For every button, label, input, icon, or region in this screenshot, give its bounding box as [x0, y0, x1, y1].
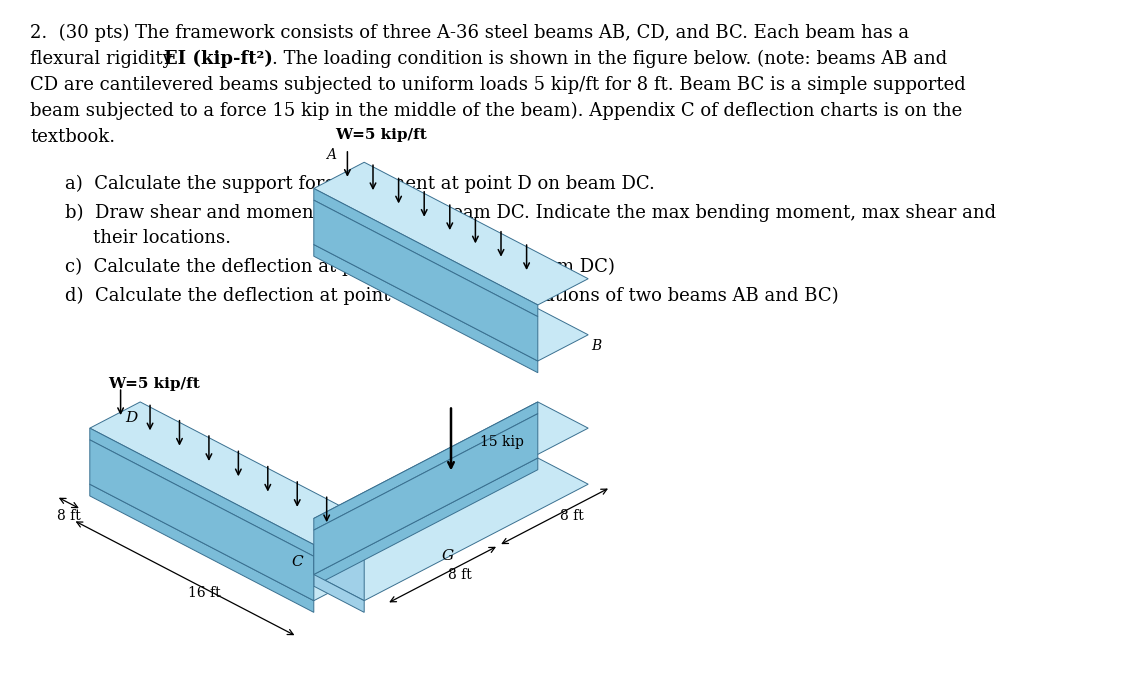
Text: D: D	[125, 411, 138, 425]
Text: W=5 kip/ft: W=5 kip/ft	[335, 128, 427, 142]
Ellipse shape	[320, 182, 352, 234]
Text: G: G	[442, 549, 455, 563]
Text: B: B	[591, 339, 602, 353]
Text: 15 kip: 15 kip	[480, 435, 525, 450]
Polygon shape	[313, 414, 537, 574]
Polygon shape	[313, 200, 537, 361]
Polygon shape	[313, 530, 364, 601]
Polygon shape	[313, 218, 588, 361]
Polygon shape	[90, 402, 364, 545]
Text: . The loading condition is shown in the figure below. (note: beams AB and: . The loading condition is shown in the …	[272, 50, 947, 68]
Polygon shape	[90, 458, 364, 601]
Text: 8 ft: 8 ft	[559, 510, 583, 523]
Text: 16 ft: 16 ft	[188, 586, 220, 601]
Polygon shape	[313, 189, 537, 317]
Text: d)  Calculate the deflection at point G. (hint: combinations of two beams AB and: d) Calculate the deflection at point G. …	[65, 286, 839, 305]
Text: 8 ft: 8 ft	[57, 509, 80, 523]
Polygon shape	[313, 458, 537, 586]
Text: flexural rigidity: flexural rigidity	[30, 50, 178, 68]
Text: C: C	[292, 555, 303, 570]
Polygon shape	[313, 574, 364, 613]
Text: CD are cantilevered beams subjected to uniform loads 5 kip/ft for 8 ft. Beam BC : CD are cantilevered beams subjected to u…	[30, 76, 965, 94]
Text: their locations.: their locations.	[93, 229, 231, 247]
Text: c)  Calculate the deflection at point C. (hint: from beam DC): c) Calculate the deflection at point C. …	[65, 258, 615, 276]
Polygon shape	[90, 484, 313, 613]
Polygon shape	[313, 458, 588, 601]
Text: beam subjected to a force 15 kip in the middle of the beam). Appendix C of defle: beam subjected to a force 15 kip in the …	[30, 102, 962, 120]
Text: textbook.: textbook.	[30, 128, 115, 146]
Polygon shape	[313, 162, 588, 305]
Polygon shape	[313, 402, 537, 530]
Text: 2.  (30 pts) The framework consists of three A-36 steel beams AB, CD, and BC. Ea: 2. (30 pts) The framework consists of th…	[30, 24, 909, 42]
Text: b)  Draw shear and moment diagrams of beam DC. Indicate the max bending moment, : b) Draw shear and moment diagrams of bea…	[65, 204, 996, 222]
Text: A: A	[326, 148, 335, 162]
Polygon shape	[90, 428, 313, 556]
Polygon shape	[313, 245, 537, 373]
Polygon shape	[313, 402, 588, 545]
Polygon shape	[313, 518, 364, 556]
Text: W=5 kip/ft: W=5 kip/ft	[108, 377, 200, 391]
Text: a)  Calculate the support forces/moment at point D on beam DC.: a) Calculate the support forces/moment a…	[65, 175, 654, 193]
Text: EI (kip-ft²): EI (kip-ft²)	[164, 50, 273, 68]
Ellipse shape	[96, 421, 129, 473]
Polygon shape	[90, 440, 313, 601]
Text: 8 ft: 8 ft	[448, 568, 472, 582]
